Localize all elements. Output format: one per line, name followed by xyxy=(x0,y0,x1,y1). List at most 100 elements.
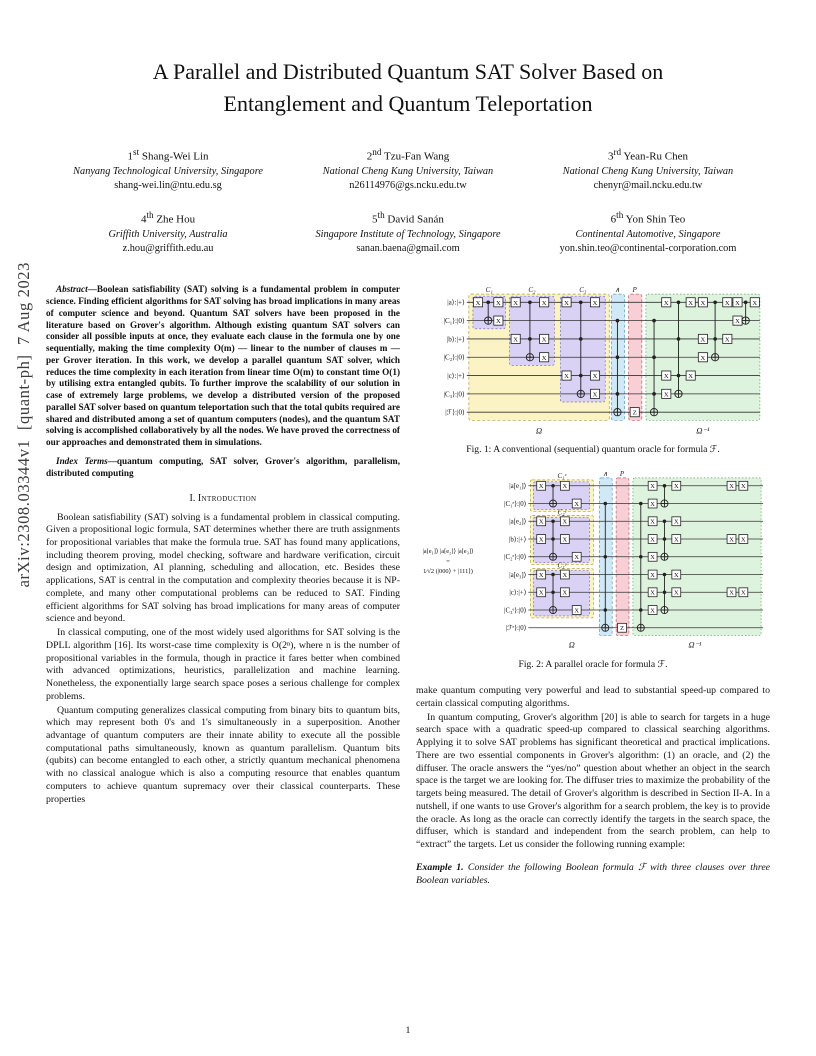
svg-text:Ω⁻¹: Ω⁻¹ xyxy=(696,426,710,436)
author-3: 3rd Yean-Ru Chen National Cheng Kung Uni… xyxy=(528,146,768,193)
svg-text:P: P xyxy=(632,286,638,294)
svg-text:X: X xyxy=(741,590,746,597)
svg-text:X: X xyxy=(650,484,655,491)
author-3-affiliation: National Cheng Kung University, Taiwan xyxy=(562,165,734,177)
svg-text:|C₃⟩:|0⟩: |C₃⟩:|0⟩ xyxy=(444,391,465,399)
continuation-paragraph: make quantum computing very powerful and… xyxy=(416,685,770,709)
svg-text:|ℱ⟩:|0⟩: |ℱ⟩:|0⟩ xyxy=(445,409,465,417)
svg-text:X: X xyxy=(542,337,547,344)
svg-text:|C₃ᵉ⟩:|0⟩: |C₃ᵉ⟩:|0⟩ xyxy=(504,607,527,615)
svg-text:X: X xyxy=(650,537,655,544)
svg-text:|c⟩:|+⟩: |c⟩:|+⟩ xyxy=(509,589,526,597)
svg-text:X: X xyxy=(563,572,568,579)
svg-text:X: X xyxy=(674,519,679,526)
fig1-quantum-circuit: |a⟩:|+⟩ |C₁⟩:|0⟩ |b⟩:|+⟩ |C₂⟩:|0⟩ |c⟩:|+⟩ |C₃… xyxy=(444,286,761,436)
svg-text:X: X xyxy=(674,572,679,579)
author-4-name: 4th Zhe Hou xyxy=(140,210,196,226)
svg-text:X: X xyxy=(674,484,679,491)
svg-text:X: X xyxy=(563,590,568,597)
svg-text:|a[e₂]⟩: |a[e₂]⟩ xyxy=(509,518,526,526)
svg-text:Z: Z xyxy=(620,626,624,633)
svg-text:C₃: C₃ xyxy=(579,286,587,294)
intro-paragraph-3: Quantum computing generalizes classical … xyxy=(46,704,400,805)
author-5-email: sanan.baena@gmail.com xyxy=(356,243,460,255)
svg-text:Z: Z xyxy=(633,410,637,417)
svg-text:|a[e₁]⟩: |a[e₁]⟩ xyxy=(509,483,526,491)
svg-text:X: X xyxy=(539,519,544,526)
left-column: Abstract—Boolean satisfiability (SAT) so… xyxy=(46,284,400,887)
svg-text:X: X xyxy=(542,300,547,307)
svg-text:|b⟩:|+⟩: |b⟩:|+⟩ xyxy=(447,336,465,344)
svg-text:X: X xyxy=(574,608,579,615)
svg-text:Ω: Ω xyxy=(569,641,575,650)
author-6-name: 6th Yon Shin Teo xyxy=(610,210,686,226)
svg-text:X: X xyxy=(574,501,579,508)
svg-text:X: X xyxy=(735,300,740,307)
author-5-name: 5th David Sanán xyxy=(372,210,444,226)
svg-text:|b⟩:|+⟩: |b⟩:|+⟩ xyxy=(509,536,527,544)
svg-text:X: X xyxy=(664,300,669,307)
svg-text:X: X xyxy=(650,572,655,579)
svg-text:X: X xyxy=(741,537,746,544)
author-4-affiliation: Griffith University, Australia xyxy=(108,228,228,240)
author-6-email: yon.shin.teo@continental-corporation.com xyxy=(559,243,737,255)
svg-text:X: X xyxy=(650,519,655,526)
svg-text:X: X xyxy=(563,519,568,526)
svg-text:X: X xyxy=(564,373,569,380)
author-4: 4th Zhe Hou Griffith University, Austral… xyxy=(48,209,288,256)
svg-text:|C₂⟩:|0⟩: |C₂⟩:|0⟩ xyxy=(444,354,465,362)
svg-text:C₁: C₁ xyxy=(486,286,493,294)
svg-text:X: X xyxy=(513,337,518,344)
svg-text:C₁ᵉ: C₁ᵉ xyxy=(557,473,567,480)
page-number: 1 xyxy=(405,1025,411,1036)
svg-text:X: X xyxy=(496,300,501,307)
svg-text:X: X xyxy=(539,572,544,579)
svg-text:X: X xyxy=(593,373,598,380)
svg-text:X: X xyxy=(650,501,655,508)
svg-text:X: X xyxy=(741,484,746,491)
author-block: 1st Shang-Wei Lin Nanyang Technological … xyxy=(48,130,768,256)
svg-text:X: X xyxy=(688,300,693,307)
fig1-caption: Fig. 1: A conventional (sequential) quan… xyxy=(466,443,720,455)
svg-text:Ω⁻¹: Ω⁻¹ xyxy=(689,641,702,650)
author-4-email: z.hou@griffith.edu.au xyxy=(122,243,214,255)
author-2: 2nd Tzu-Fan Wang National Cheng Kung Uni… xyxy=(288,146,528,193)
two-column-body: Abstract—Boolean satisfiability (SAT) so… xyxy=(46,284,770,887)
author-3-name: 3rd Yean-Ru Chen xyxy=(607,146,688,163)
svg-text:∧: ∧ xyxy=(603,471,608,478)
svg-text:C₃ᵉ: C₃ᵉ xyxy=(557,563,567,570)
svg-text:X: X xyxy=(725,300,730,307)
author-1-email: shang-wei.lin@ntu.edu.sg xyxy=(114,179,222,191)
figure-2: |a[e₁]⟩ |a[e₂]⟩ |a[e₃]⟩ = 1⁄√2 (|000⟩ + … xyxy=(416,470,770,671)
index-terms: Index Terms—quantum computing, SAT solve… xyxy=(46,455,401,478)
svg-text:X: X xyxy=(729,537,734,544)
svg-text:X: X xyxy=(664,392,669,399)
intro-paragraph-2: In classical computing, one of the most … xyxy=(46,627,400,702)
svg-text:X: X xyxy=(539,537,544,544)
svg-text:X: X xyxy=(496,318,501,325)
svg-text:X: X xyxy=(539,484,544,491)
author-1-affiliation: Nanyang Technological University, Singap… xyxy=(73,165,263,177)
author-1-name: 1st Shang-Wei Lin xyxy=(127,146,209,163)
svg-text:|C₂ᵉ⟩:|0⟩: |C₂ᵉ⟩:|0⟩ xyxy=(504,554,527,562)
section-heading-introduction: I. Introduction xyxy=(189,492,257,504)
intro-paragraph-1: Boolean satisfiability (SAT) solving is … xyxy=(46,511,400,625)
svg-text:|C₁⟩:|0⟩: |C₁⟩:|0⟩ xyxy=(444,317,465,325)
svg-text:X: X xyxy=(688,373,693,380)
svg-text:X: X xyxy=(729,484,734,491)
svg-text:X: X xyxy=(476,300,481,307)
fig2-entangled-state-formula: |a[e₁]⟩ |a[e₂]⟩ |a[e₃]⟩ = 1⁄√2 (|000⟩ + … xyxy=(416,547,480,578)
svg-text:X: X xyxy=(650,555,655,562)
svg-text:|ℱᵉ⟩:|0⟩: |ℱᵉ⟩:|0⟩ xyxy=(506,625,527,633)
svg-text:X: X xyxy=(701,300,706,307)
svg-text:X: X xyxy=(593,392,598,399)
author-5: 5th David Sanán Singapore Institute of T… xyxy=(288,209,528,256)
svg-text:C₂: C₂ xyxy=(528,286,536,294)
svg-text:X: X xyxy=(574,555,579,562)
svg-text:|C₁ᵉ⟩:|0⟩: |C₁ᵉ⟩:|0⟩ xyxy=(504,500,527,508)
svg-text:X: X xyxy=(539,590,544,597)
author-2-email: n26114976@gs.ncku.edu.tw xyxy=(349,179,467,191)
svg-text:X: X xyxy=(674,537,679,544)
svg-text:X: X xyxy=(542,355,547,362)
